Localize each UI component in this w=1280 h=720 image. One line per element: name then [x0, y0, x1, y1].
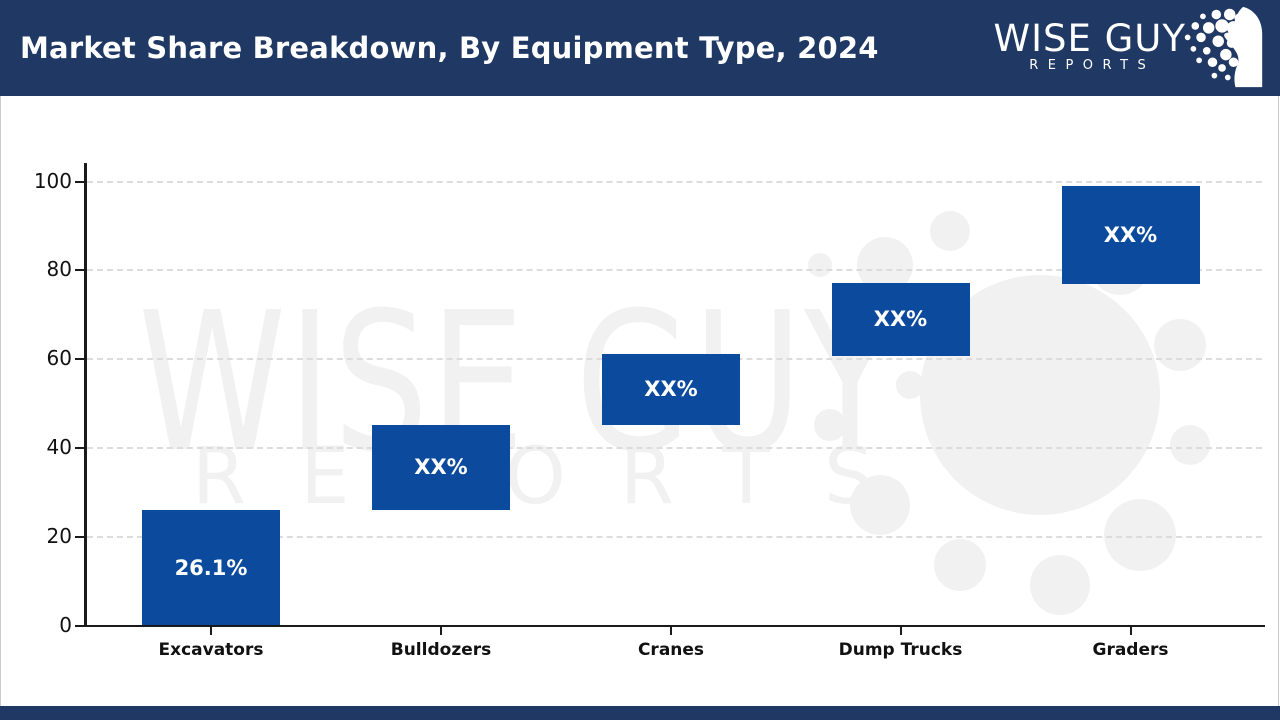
gridline-20 — [87, 536, 1262, 539]
x-tick-mark — [210, 627, 212, 635]
y-tick-label: 100 — [33, 168, 72, 193]
bar-value-label: XX% — [873, 307, 928, 332]
bar-value-label: XX% — [644, 377, 698, 402]
wiseguy-head-icon — [1184, 6, 1263, 88]
y-tick-label: 80 — [46, 257, 72, 282]
x-category-label: Cranes — [637, 640, 705, 660]
watermark-subtitle: REPORTS — [192, 432, 928, 522]
x-tick-mark — [1129, 627, 1132, 635]
y-tick-label: 60 — [46, 346, 72, 371]
y-tick-mark — [75, 269, 84, 272]
bar-value-label: XX% — [1103, 222, 1158, 247]
header-bar: Market Share Breakdown, By Equipment Typ… — [0, 0, 1280, 96]
gridline-40 — [87, 447, 1262, 450]
gridline-100 — [87, 180, 1262, 183]
bar-value-label: XX% — [414, 455, 468, 480]
gridline-80 — [87, 269, 1262, 272]
x-category-label: Dump Trucks — [838, 640, 963, 660]
bar-graders: XX% — [1061, 185, 1200, 284]
logo-subtitle: REPORTS — [1029, 57, 1156, 73]
bar-cranes: XX% — [602, 353, 740, 425]
footer-bar — [0, 706, 1280, 720]
x-category-label: Bulldozers — [390, 640, 492, 660]
bar-excavators: 26.1% — [142, 509, 280, 626]
y-tick-label: 20 — [46, 524, 72, 549]
y-tick-mark — [75, 358, 84, 361]
y-tick-mark — [75, 447, 84, 450]
chart-body-frame — [0, 96, 1279, 706]
y-tick-mark — [75, 180, 84, 183]
bar-dump-trucks: XX% — [831, 282, 970, 356]
x-axis-line — [84, 624, 1265, 627]
x-category-label: Graders — [1092, 640, 1169, 660]
y-tick-mark — [75, 625, 84, 627]
bar-bulldozers: XX% — [372, 424, 510, 510]
y-tick-label: 0 — [59, 613, 72, 637]
chart-title: Market Share Breakdown, By Equipment Typ… — [20, 31, 879, 65]
wiseguy-logo: WISE GUY REPORTS — [994, 4, 1266, 88]
bar-value-label: 26.1% — [174, 555, 248, 580]
x-tick-mark — [670, 627, 672, 635]
x-tick-mark — [899, 627, 902, 635]
y-axis-line — [84, 163, 87, 626]
logo-text: WISE GUY REPORTS — [993, 17, 1186, 73]
x-category-label: Excavators — [158, 640, 264, 660]
y-tick-label: 40 — [46, 435, 72, 460]
x-tick-mark — [440, 627, 442, 635]
y-tick-mark — [75, 536, 84, 539]
logo-wordmark: WISE GUY — [993, 17, 1186, 61]
